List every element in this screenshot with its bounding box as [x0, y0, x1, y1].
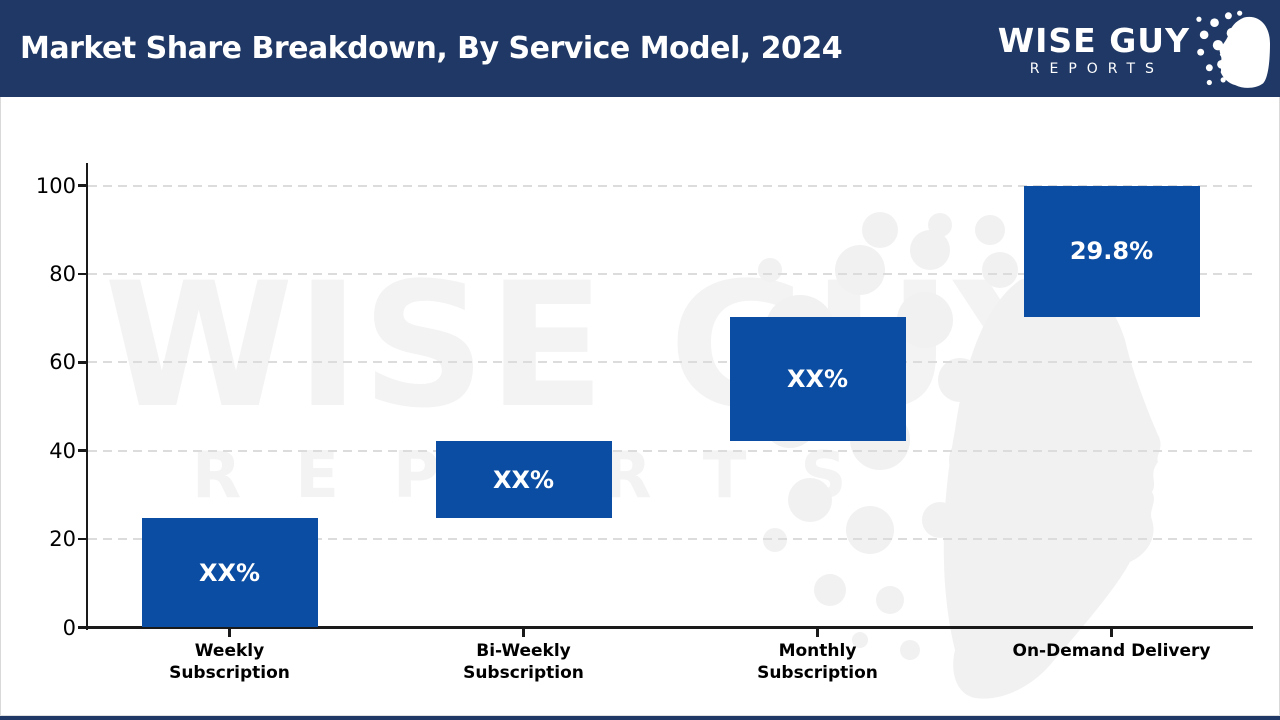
y-tick-label-20: 20	[49, 527, 76, 552]
y-tick-80	[78, 272, 88, 276]
gridline-60	[88, 361, 1253, 364]
logo-wiseguy-text: WISE GUY	[997, 20, 1190, 60]
y-tick-0	[78, 626, 88, 629]
y-tick-label-100: 100	[35, 173, 76, 198]
x-tick-3	[816, 629, 819, 637]
bar-3: XX%	[729, 317, 906, 442]
bar-4: 29.8%	[1023, 185, 1200, 318]
x-tick-label-3: Monthly Subscription	[757, 641, 878, 683]
y-axis	[85, 163, 88, 630]
page-title: Market Share Breakdown, By Service Model…	[20, 31, 843, 66]
logo-head-icon	[1196, 10, 1270, 88]
logo-reports-text: REPORTS	[1029, 60, 1164, 77]
y-tick-label-80: 80	[49, 261, 76, 286]
y-tick-60	[78, 361, 88, 364]
footer-bar	[0, 716, 1280, 720]
bar-value-label-1: XX%	[198, 558, 261, 587]
y-tick-40	[78, 449, 88, 452]
bar-2: XX%	[435, 441, 612, 518]
brand-logo: WISE GUY REPORTS	[998, 8, 1270, 92]
y-tick-label-60: 60	[49, 350, 76, 375]
x-tick-4	[1110, 629, 1113, 637]
y-tick-label-40: 40	[49, 438, 76, 463]
brand-logo-text: WISE GUY REPORTS	[997, 20, 1190, 77]
x-tick-2	[522, 629, 525, 637]
bar-value-label-3: XX%	[786, 365, 849, 394]
x-tick-label-4: On-Demand Delivery	[1012, 641, 1211, 661]
bar-1: XX%	[141, 517, 318, 628]
y-tick-label-0: 0	[62, 615, 76, 640]
y-tick-100	[78, 184, 88, 187]
footer-divider	[0, 715, 1280, 716]
gridline-80	[88, 272, 1253, 275]
x-axis	[85, 626, 1253, 629]
y-tick-20	[78, 537, 88, 541]
header: Market Share Breakdown, By Service Model…	[0, 0, 1280, 97]
gridline-100	[88, 184, 1253, 187]
gridline-20	[88, 538, 1253, 541]
bar-value-label-4: 29.8%	[1069, 237, 1154, 266]
x-tick-1	[228, 629, 231, 637]
x-tick-label-2: Bi-Weekly Subscription	[463, 641, 584, 683]
gridline-40	[88, 449, 1253, 452]
x-tick-label-1: Weekly Subscription	[169, 641, 290, 683]
left-border	[0, 97, 1, 720]
bar-value-label-2: XX%	[492, 465, 555, 494]
